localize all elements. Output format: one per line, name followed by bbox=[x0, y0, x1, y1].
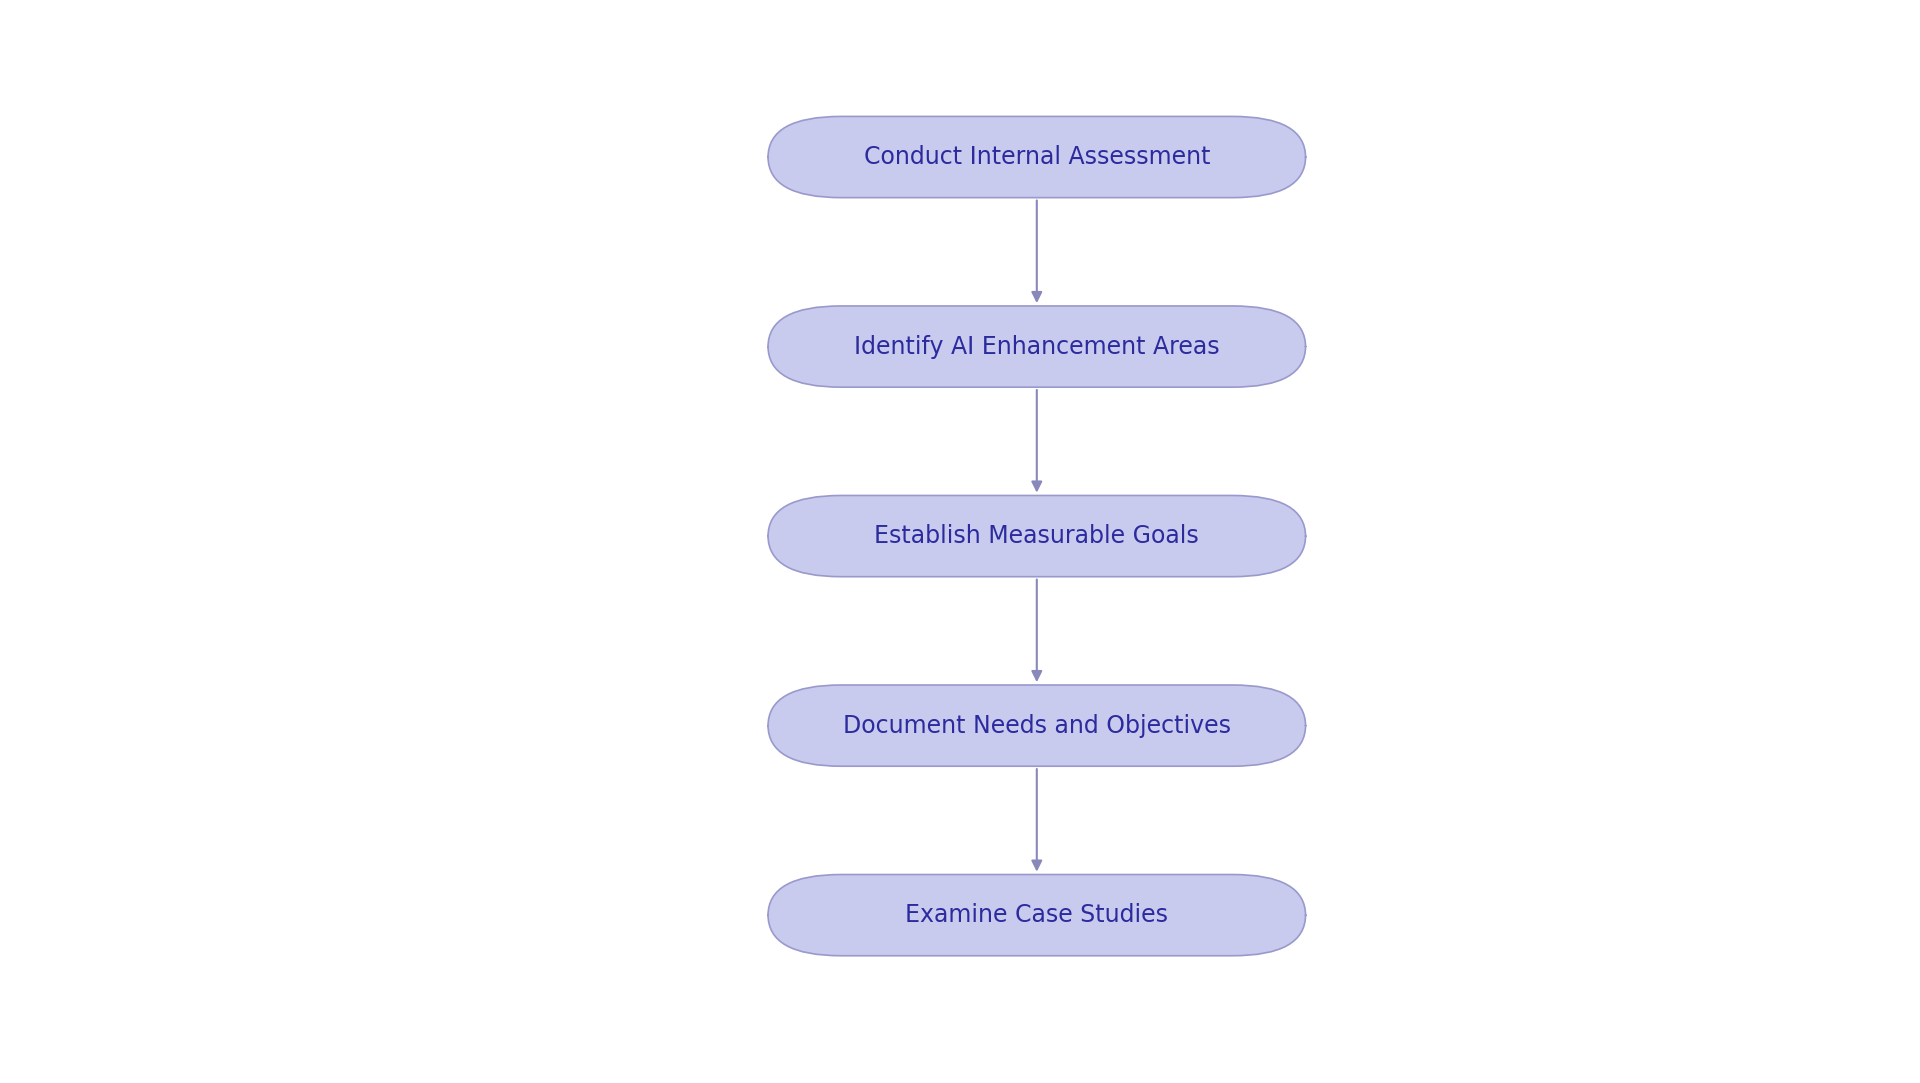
FancyBboxPatch shape bbox=[768, 117, 1306, 198]
Text: Conduct Internal Assessment: Conduct Internal Assessment bbox=[864, 145, 1210, 169]
FancyBboxPatch shape bbox=[768, 875, 1306, 955]
Text: Examine Case Studies: Examine Case Studies bbox=[906, 903, 1167, 927]
FancyBboxPatch shape bbox=[768, 306, 1306, 388]
Text: Identify AI Enhancement Areas: Identify AI Enhancement Areas bbox=[854, 335, 1219, 358]
Text: Document Needs and Objectives: Document Needs and Objectives bbox=[843, 714, 1231, 738]
Text: Establish Measurable Goals: Establish Measurable Goals bbox=[874, 524, 1200, 548]
FancyBboxPatch shape bbox=[768, 684, 1306, 766]
FancyBboxPatch shape bbox=[768, 496, 1306, 576]
